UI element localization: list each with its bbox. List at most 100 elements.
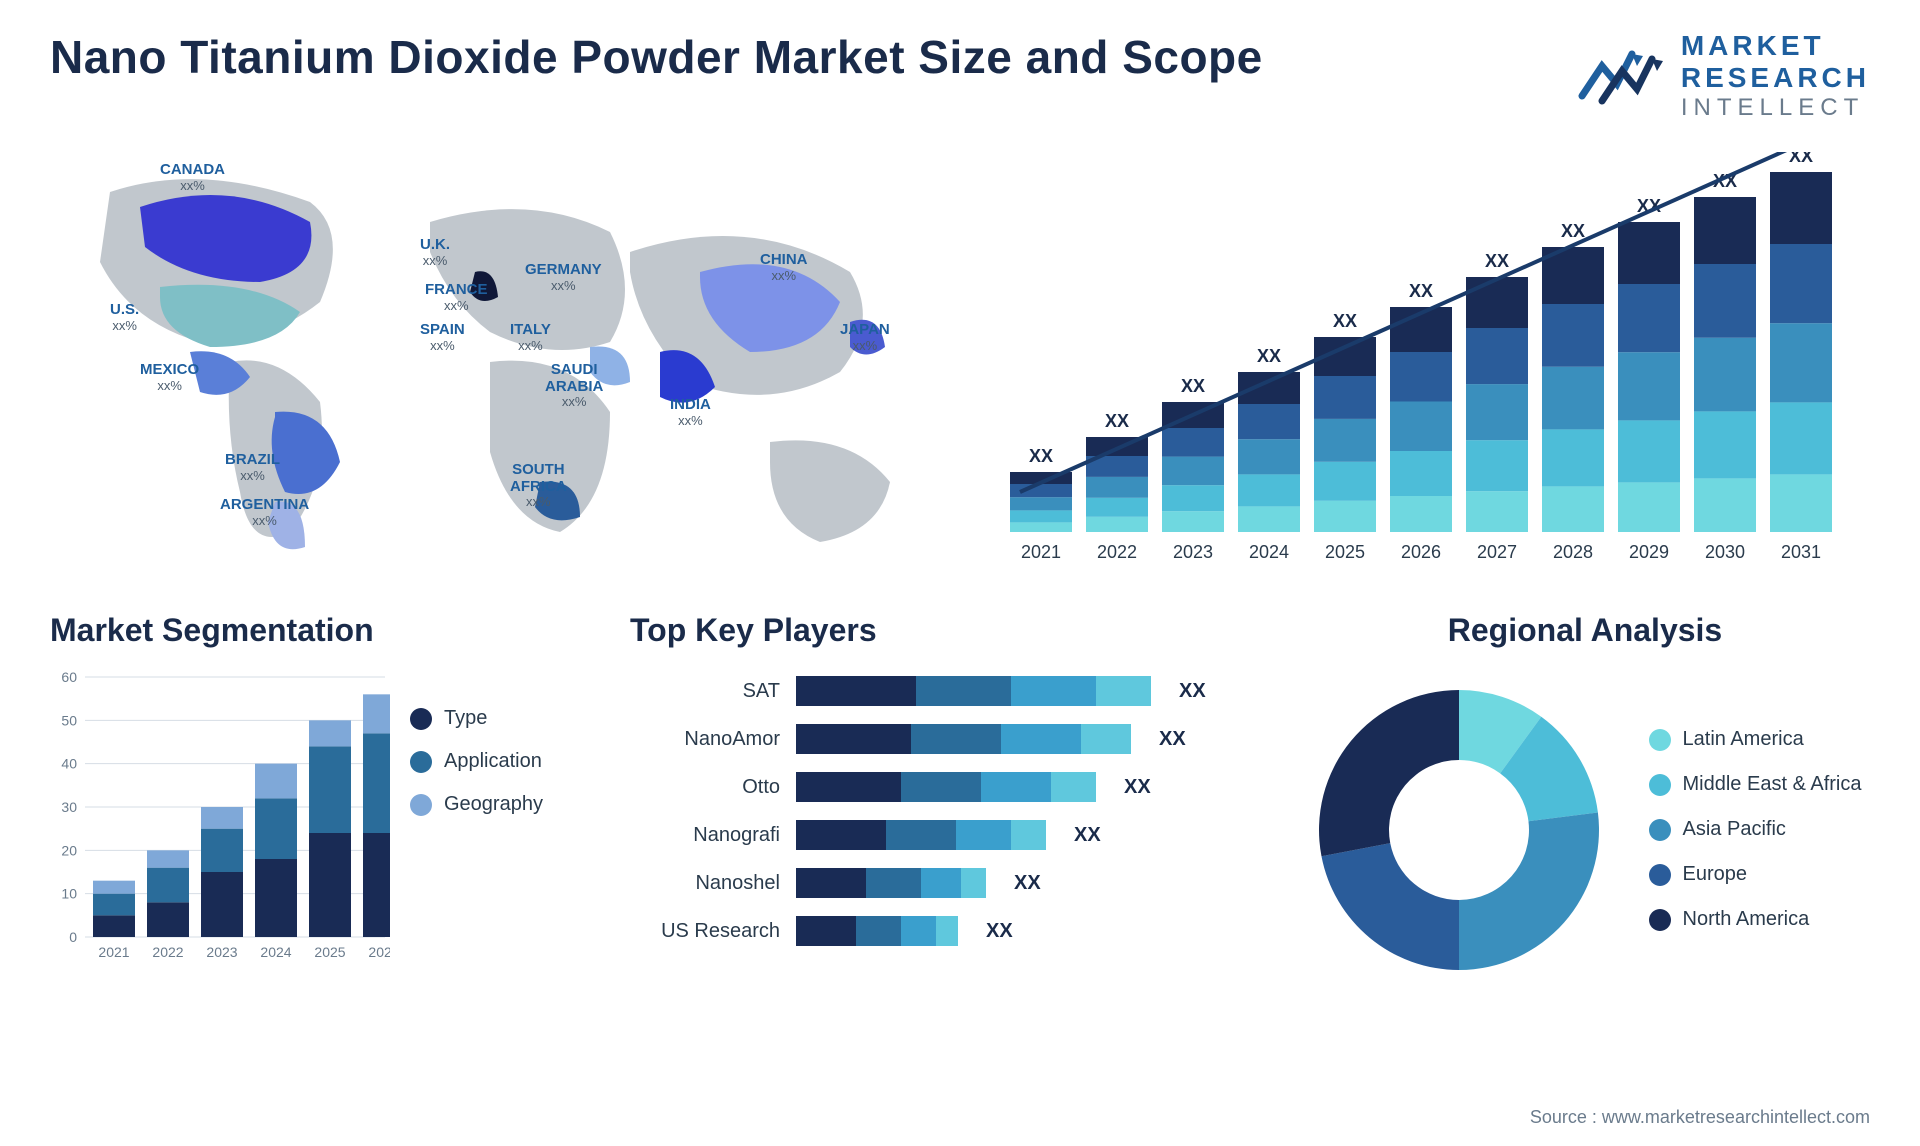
key-player-bar-seg bbox=[901, 916, 936, 946]
key-player-bar bbox=[796, 676, 1151, 706]
map-label-france: FRANCExx% bbox=[425, 282, 488, 313]
legend-label: Type bbox=[444, 707, 487, 730]
logo-line3: INTELLECT bbox=[1681, 94, 1870, 122]
logo-line2: RESEARCH bbox=[1681, 62, 1870, 94]
key-player-name: US Research bbox=[630, 920, 780, 943]
map-label-mexico: MEXICOxx% bbox=[140, 362, 199, 393]
regional-legend-item: Asia Pacific bbox=[1649, 818, 1862, 841]
legend-label: Middle East & Africa bbox=[1683, 773, 1862, 796]
svg-text:XX: XX bbox=[1789, 152, 1813, 166]
regional-legend: Latin America Middle East & Africa Asia Pa… bbox=[1649, 728, 1862, 931]
svg-text:2025: 2025 bbox=[1325, 542, 1365, 562]
key-player-bar-seg bbox=[901, 772, 981, 802]
regional-legend-item: Latin America bbox=[1649, 728, 1862, 751]
svg-text:XX: XX bbox=[1561, 221, 1585, 241]
segmentation-legend-item: Type bbox=[410, 707, 543, 730]
growth-stacked-bar-chart: XX2021XX2022XX2023XX2024XX2025XX2026XX20… bbox=[990, 152, 1870, 572]
key-player-bar bbox=[796, 868, 986, 898]
svg-text:50: 50 bbox=[61, 712, 77, 728]
regional-panel: Regional Analysis Latin America Middle Ea… bbox=[1300, 612, 1870, 992]
svg-text:2030: 2030 bbox=[1705, 542, 1745, 562]
key-player-bar bbox=[796, 820, 1046, 850]
key-player-row: NanoshelXX bbox=[630, 865, 1250, 901]
key-player-name: Nanoshel bbox=[630, 872, 780, 895]
logo-line1: MARKET bbox=[1681, 30, 1870, 62]
page-title: Nano Titanium Dioxide Powder Market Size… bbox=[50, 30, 1263, 84]
key-player-name: SAT bbox=[630, 680, 780, 703]
map-label-saudi-arabia: SAUDIARABIAxx% bbox=[545, 362, 603, 409]
key-player-bar-seg bbox=[1051, 772, 1096, 802]
key-player-name: NanoAmor bbox=[630, 728, 780, 751]
svg-text:XX: XX bbox=[1105, 411, 1129, 431]
regional-donut-chart bbox=[1309, 680, 1609, 980]
key-player-bar-seg bbox=[796, 868, 866, 898]
svg-text:2027: 2027 bbox=[1477, 542, 1517, 562]
svg-text:2022: 2022 bbox=[152, 944, 183, 960]
key-player-bar-seg bbox=[1081, 724, 1131, 754]
key-player-name: Nanografi bbox=[630, 824, 780, 847]
map-label-south-africa: SOUTHAFRICAxx% bbox=[510, 462, 567, 509]
legend-label: North America bbox=[1683, 908, 1810, 931]
map-label-india: INDIAxx% bbox=[670, 397, 711, 428]
map-label-germany: GERMANYxx% bbox=[525, 262, 602, 293]
key-player-bar-seg bbox=[911, 724, 1001, 754]
svg-text:XX: XX bbox=[1485, 251, 1509, 271]
source-label: Source : www.marketresearchintellect.com bbox=[1530, 1107, 1870, 1128]
key-player-bar bbox=[796, 724, 1131, 754]
svg-text:2031: 2031 bbox=[1781, 542, 1821, 562]
map-label-u-k-: U.K.xx% bbox=[420, 237, 450, 268]
svg-text:0: 0 bbox=[69, 929, 77, 945]
key-player-bar-seg bbox=[886, 820, 956, 850]
legend-label: Latin America bbox=[1683, 728, 1804, 751]
segmentation-chart: 0102030405060202120222023202420252026 bbox=[50, 667, 390, 967]
svg-text:XX: XX bbox=[1257, 346, 1281, 366]
legend-label: Europe bbox=[1683, 863, 1748, 886]
svg-text:60: 60 bbox=[61, 669, 77, 685]
logo-icon bbox=[1577, 36, 1667, 116]
key-player-bar-seg bbox=[961, 868, 986, 898]
map-label-canada: CANADAxx% bbox=[160, 162, 225, 193]
key-player-bar-seg bbox=[936, 916, 958, 946]
key-player-bar bbox=[796, 772, 1096, 802]
segmentation-legend-item: Application bbox=[410, 750, 543, 773]
segmentation-legend: Type Application Geography bbox=[410, 667, 543, 992]
key-player-bar-seg bbox=[921, 868, 961, 898]
svg-text:XX: XX bbox=[1029, 446, 1053, 466]
key-player-row: OttoXX bbox=[630, 769, 1250, 805]
key-player-row: SAT XX bbox=[630, 673, 1250, 709]
regional-legend-item: North America bbox=[1649, 908, 1862, 931]
key-player-bar-seg bbox=[796, 724, 911, 754]
key-player-bar-seg bbox=[916, 676, 1011, 706]
growth-chart-panel: XX2021XX2022XX2023XX2024XX2025XX2026XX20… bbox=[990, 152, 1870, 572]
svg-text:40: 40 bbox=[61, 756, 77, 772]
svg-text:2024: 2024 bbox=[1249, 542, 1289, 562]
svg-text:2029: 2029 bbox=[1629, 542, 1669, 562]
svg-text:10: 10 bbox=[61, 886, 77, 902]
legend-label: Application bbox=[444, 750, 542, 773]
svg-text:XX: XX bbox=[1333, 311, 1357, 331]
segmentation-legend-item: Geography bbox=[410, 793, 543, 816]
legend-swatch bbox=[410, 794, 432, 816]
key-player-bar-seg bbox=[981, 772, 1051, 802]
segmentation-panel: Market Segmentation 01020304050602021202… bbox=[50, 612, 580, 992]
key-player-value: XX bbox=[1124, 776, 1151, 799]
svg-text:30: 30 bbox=[61, 799, 77, 815]
legend-swatch bbox=[410, 751, 432, 773]
key-player-bar-seg bbox=[856, 916, 901, 946]
map-label-spain: SPAINxx% bbox=[420, 322, 465, 353]
map-label-japan: JAPANxx% bbox=[840, 322, 890, 353]
svg-text:2028: 2028 bbox=[1553, 542, 1593, 562]
segmentation-title: Market Segmentation bbox=[50, 612, 580, 649]
svg-text:2024: 2024 bbox=[260, 944, 291, 960]
svg-text:2026: 2026 bbox=[368, 944, 390, 960]
key-player-value: XX bbox=[1159, 728, 1186, 751]
key-player-bar-seg bbox=[1096, 676, 1151, 706]
key-player-bar-seg bbox=[796, 772, 901, 802]
svg-text:XX: XX bbox=[1181, 376, 1205, 396]
brand-logo: MARKET RESEARCH INTELLECT bbox=[1577, 30, 1870, 122]
key-player-row: NanografiXX bbox=[630, 817, 1250, 853]
key-player-value: XX bbox=[1179, 680, 1206, 703]
key-player-bar-seg bbox=[866, 868, 921, 898]
regional-title: Regional Analysis bbox=[1448, 612, 1722, 649]
key-player-bar-seg bbox=[796, 676, 916, 706]
